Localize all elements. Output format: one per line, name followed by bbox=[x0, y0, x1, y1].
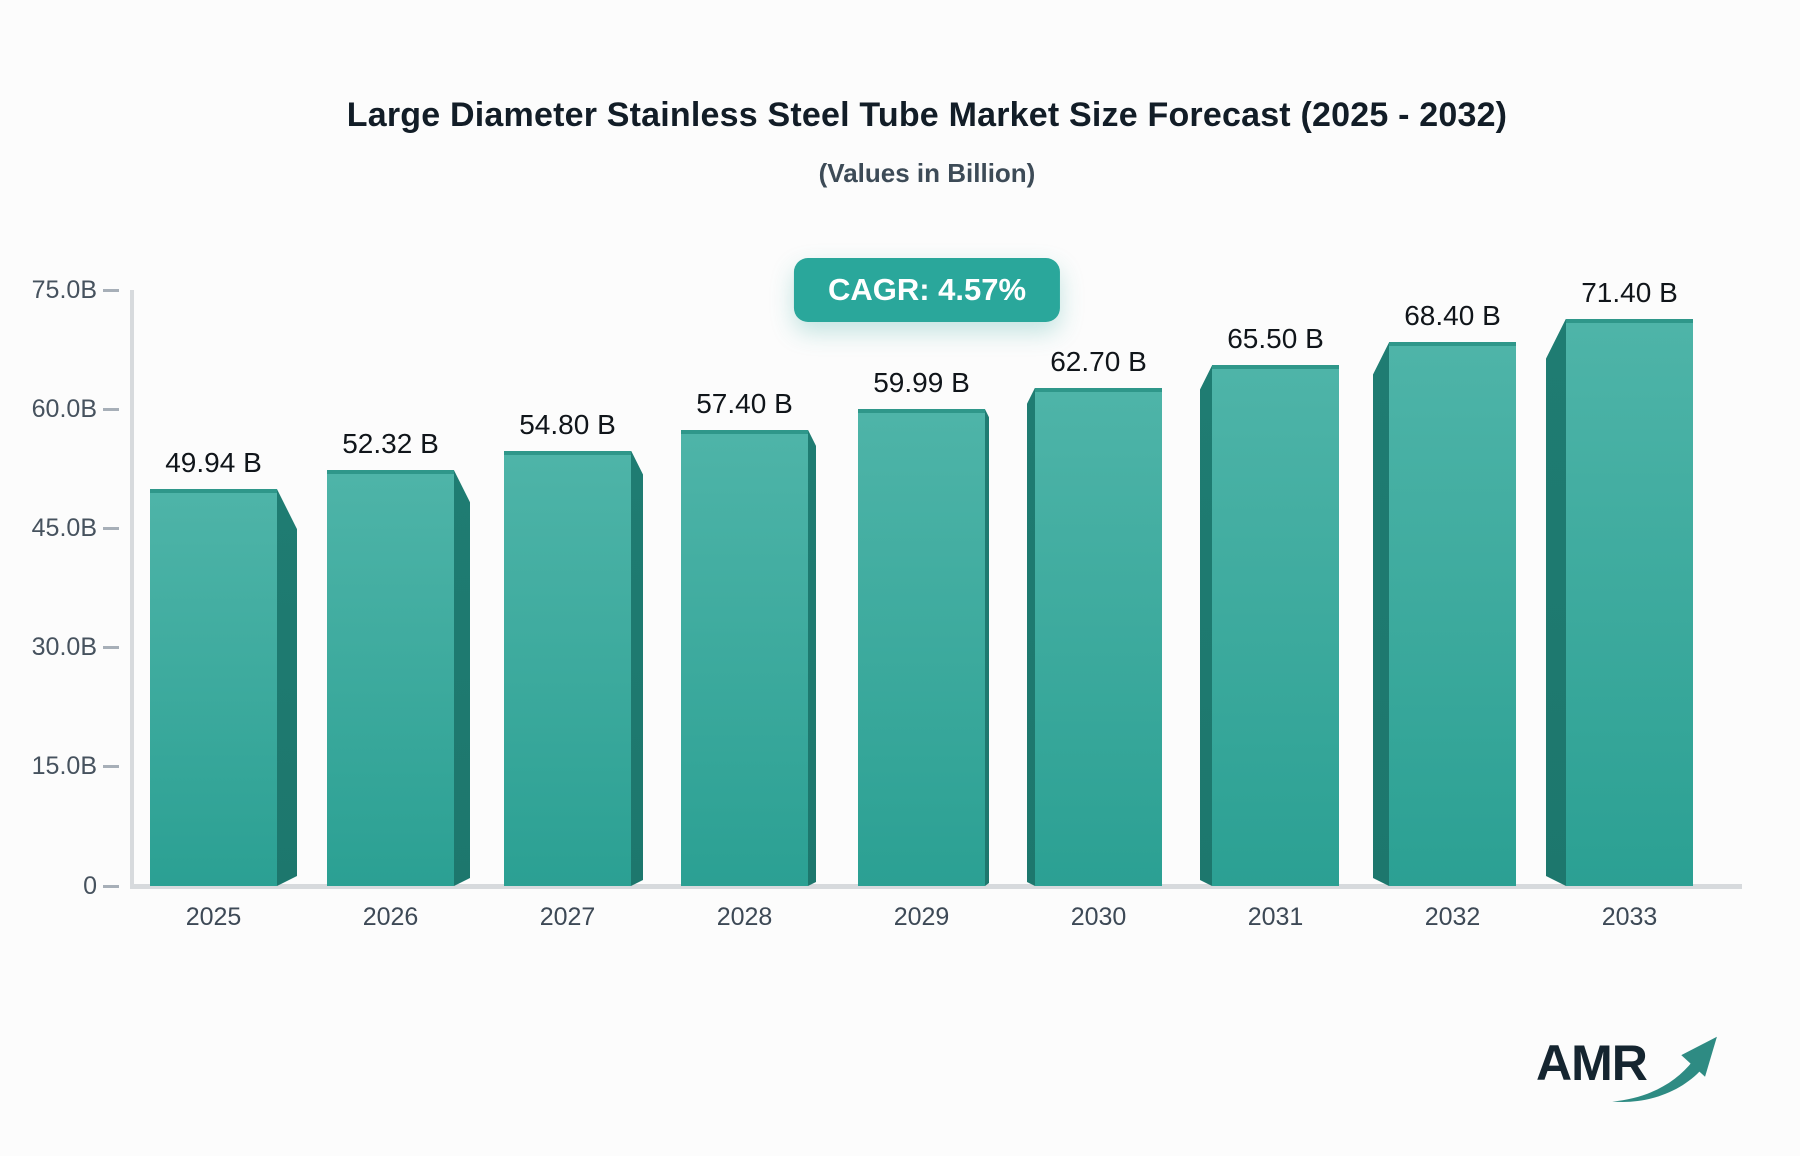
bar-value-label: 54.80 B bbox=[519, 408, 616, 440]
bar-side-face bbox=[985, 409, 989, 886]
bar-side-face bbox=[1373, 342, 1389, 886]
y-tick-label: 45.0B bbox=[31, 513, 97, 542]
chart-title: Large Diameter Stainless Steel Tube Mark… bbox=[346, 96, 1508, 134]
bar bbox=[1035, 387, 1162, 886]
bar bbox=[1389, 342, 1516, 886]
chart-subtitle: (Values in Billion) bbox=[818, 158, 1036, 188]
x-tick-label: 2033 bbox=[1601, 903, 1658, 931]
bar-side-face bbox=[1546, 319, 1566, 886]
x-tick-label: 2027 bbox=[539, 903, 596, 931]
y-tick-label: 15.0B bbox=[31, 752, 97, 781]
bar-value-label: 57.40 B bbox=[696, 387, 793, 419]
y-tick-dash bbox=[103, 407, 119, 411]
bar bbox=[1566, 318, 1693, 886]
x-tick-label: 2032 bbox=[1424, 903, 1481, 931]
x-tick-label: 2031 bbox=[1247, 903, 1304, 931]
x-tick-label: 2028 bbox=[716, 903, 773, 931]
y-tick-label: 30.0B bbox=[31, 633, 97, 662]
x-tick-label: 2026 bbox=[362, 903, 419, 931]
y-tick-label: 75.0B bbox=[31, 275, 97, 304]
bar-side-face bbox=[454, 470, 470, 886]
bar bbox=[681, 429, 808, 886]
bar bbox=[327, 470, 454, 886]
growth-arrow-icon bbox=[1612, 1036, 1717, 1103]
bar-value-label: 62.70 B bbox=[1050, 345, 1147, 377]
x-tick-label: 2030 bbox=[1070, 903, 1127, 931]
bar-side-face bbox=[277, 489, 297, 886]
y-tick-dash bbox=[103, 526, 119, 530]
bar-value-label: 68.40 B bbox=[1404, 300, 1501, 332]
y-tick-label: 60.0B bbox=[31, 394, 97, 423]
y-tick-dash bbox=[103, 288, 119, 292]
bar-side-face bbox=[631, 451, 643, 886]
bar-value-label: 71.40 B bbox=[1581, 276, 1678, 308]
x-tick-label: 2029 bbox=[893, 903, 950, 931]
y-tick-dash bbox=[103, 646, 119, 650]
x-tick-label: 2025 bbox=[185, 903, 242, 931]
bar-value-label: 59.99 B bbox=[873, 367, 970, 399]
y-tick-label: 0 bbox=[83, 871, 97, 900]
y-tick-dash bbox=[103, 884, 119, 888]
bar bbox=[150, 489, 277, 886]
cagr-badge: CAGR: 4.57% bbox=[793, 258, 1061, 322]
bar-side-face bbox=[1200, 365, 1212, 886]
bar bbox=[504, 450, 631, 886]
bar-side-face bbox=[808, 430, 816, 886]
bar-side-face bbox=[1027, 388, 1035, 886]
bar bbox=[1212, 365, 1339, 886]
x-axis-line bbox=[130, 884, 1742, 889]
y-axis-line bbox=[130, 290, 134, 888]
bar-value-label: 49.94 B bbox=[165, 447, 262, 479]
bar-value-label: 52.32 B bbox=[342, 428, 439, 460]
y-tick-dash bbox=[103, 765, 119, 769]
amr-logo: AMR bbox=[1536, 1026, 1726, 1116]
bar-value-label: 65.50 B bbox=[1227, 323, 1324, 355]
bar bbox=[858, 409, 985, 886]
amr-logo-text: AMR bbox=[1536, 1035, 1648, 1091]
